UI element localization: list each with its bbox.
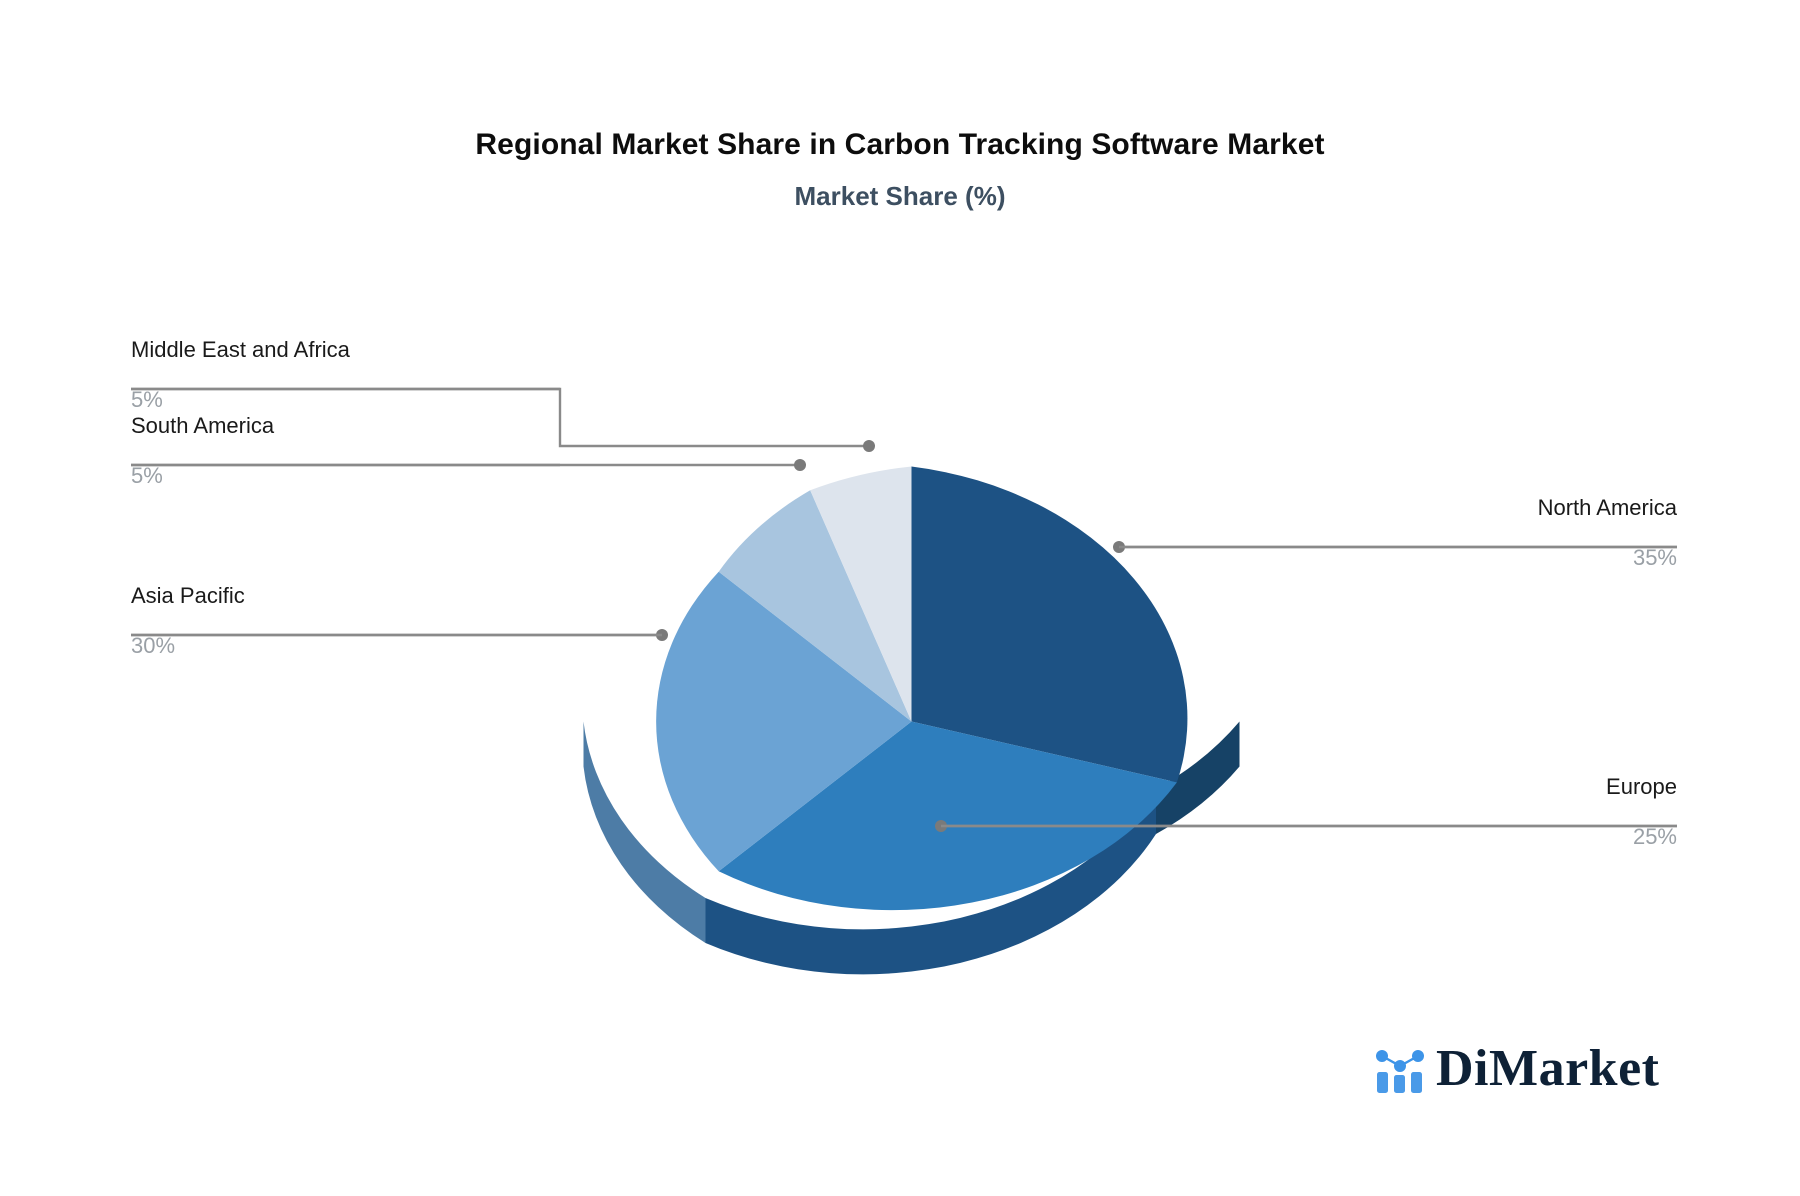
- pie-3d: [583, 466, 1240, 975]
- pie-side-asia-pacific: [583, 721, 706, 943]
- pie-depth-walls: [583, 721, 1240, 975]
- pie-slice-south-america: [718, 490, 912, 722]
- callout-value-north-america: 35%: [1632, 545, 1677, 570]
- pie-slice-middle-east-africa: [810, 466, 912, 722]
- dimarket-logo[interactable]: DiMarket: [1374, 1043, 1659, 1095]
- pie-slice-north-america: [911, 466, 1188, 783]
- callout-value-middle-east-africa: 5%: [131, 387, 163, 412]
- leader-dot-middle-east-africa: [863, 440, 875, 452]
- callout-value-europe: 25%: [1632, 824, 1677, 849]
- callout-value-asia-pacific: 30%: [131, 633, 176, 658]
- label-underlines: [131, 387, 1677, 828]
- logo-wordmark: DiMarket: [1436, 1040, 1660, 1097]
- callout-label-europe: Europe: [1606, 774, 1677, 799]
- pie-top-face: [656, 466, 1188, 911]
- callout-label-middle-east-africa: Middle East and Africa: [131, 337, 350, 362]
- pie-slice-europe: [718, 721, 1177, 911]
- pie-slice-asia-pacific: [656, 571, 912, 872]
- pie-side-europe: [705, 789, 1156, 975]
- leader-dot-south-america: [794, 459, 806, 471]
- callout-value-south-america: 5%: [131, 463, 163, 488]
- callout-label-south-america: South America: [131, 413, 275, 438]
- pie-side-north-america: [1156, 721, 1240, 834]
- callout-label-north-america: North America: [1537, 495, 1677, 520]
- bar-chart-logo-icon: [1376, 1050, 1424, 1093]
- callout-label-asia-pacific: Asia Pacific: [131, 583, 245, 608]
